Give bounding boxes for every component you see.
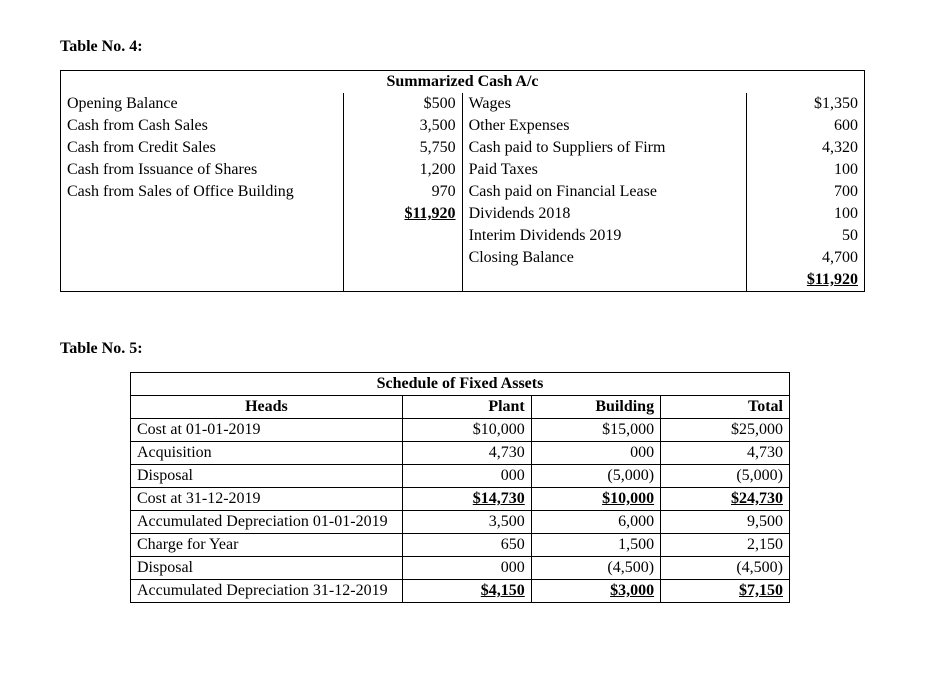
t4-right-label: Closing Balance [462, 247, 746, 269]
t5-col-total: Total [661, 396, 790, 419]
t5-row-building: $15,000 [531, 419, 660, 442]
t5-row-plant: 000 [402, 465, 531, 488]
t5-row-head: Cost at 01-01-2019 [131, 419, 403, 442]
t4-left-label: Opening Balance [61, 93, 344, 115]
table5-title: Schedule of Fixed Assets [131, 373, 790, 396]
t5-row-total: 4,730 [661, 442, 790, 465]
t5-row-building: (5,000) [531, 465, 660, 488]
t4-right-value: 600 [746, 115, 864, 137]
t5-row-head: Disposal [131, 557, 403, 580]
t5-row-plant: 4,730 [402, 442, 531, 465]
t4-left-value: 970 [344, 181, 462, 203]
t4-right-label: Dividends 2018 [462, 203, 746, 225]
t4-right-value: 4,700 [746, 247, 864, 269]
t5-row-head: Cost at 31-12-2019 [131, 488, 403, 511]
t4-empty [344, 269, 462, 292]
t5-row-building: $10,000 [531, 488, 660, 511]
t5-row-head: Charge for Year [131, 534, 403, 557]
t5-col-building: Building [531, 396, 660, 419]
t5-row-building: 6,000 [531, 511, 660, 534]
table5: Schedule of Fixed Assets Heads Plant Bui… [130, 372, 790, 603]
t5-row-total: 9,500 [661, 511, 790, 534]
t4-right-value: $1,350 [746, 93, 864, 115]
t4-empty [344, 247, 462, 269]
t4-empty [61, 225, 344, 247]
t4-right-label: Wages [462, 93, 746, 115]
t4-right-label: Cash paid on Financial Lease [462, 181, 746, 203]
t4-left-label: Cash from Issuance of Shares [61, 159, 344, 181]
t4-left-label: Cash from Cash Sales [61, 115, 344, 137]
t5-row-total: 2,150 [661, 534, 790, 557]
table5-caption: Table No. 5: [60, 340, 865, 358]
t5-row-plant: 000 [402, 557, 531, 580]
t4-right-label: Paid Taxes [462, 159, 746, 181]
t4-left-value: 5,750 [344, 137, 462, 159]
t5-row-plant: $14,730 [402, 488, 531, 511]
t5-row-head: Accumulated Depreciation 31-12-2019 [131, 580, 403, 603]
t4-left-value: 1,200 [344, 159, 462, 181]
t5-row-total: $25,000 [661, 419, 790, 442]
table4-caption: Table No. 4: [60, 38, 865, 56]
t5-row-plant: 650 [402, 534, 531, 557]
t4-left-total: $11,920 [344, 203, 462, 225]
table4-title: Summarized Cash A/c [61, 71, 865, 94]
t5-row-total: (4,500) [661, 557, 790, 580]
t5-row-head: Disposal [131, 465, 403, 488]
t4-right-value: 700 [746, 181, 864, 203]
t5-row-building: 1,500 [531, 534, 660, 557]
t4-left-value: 3,500 [344, 115, 462, 137]
t5-row-total: (5,000) [661, 465, 790, 488]
t4-left-label: Cash from Credit Sales [61, 137, 344, 159]
t5-row-plant: $10,000 [402, 419, 531, 442]
table4: Summarized Cash A/c Opening Balance $500… [60, 70, 865, 292]
t4-empty [61, 203, 344, 225]
t4-right-value: 100 [746, 159, 864, 181]
t5-row-total: $7,150 [661, 580, 790, 603]
t5-row-head: Accumulated Depreciation 01-01-2019 [131, 511, 403, 534]
t5-row-plant: 3,500 [402, 511, 531, 534]
t4-right-total: $11,920 [746, 269, 864, 292]
t4-empty [61, 269, 344, 292]
t4-empty [462, 269, 746, 292]
t4-right-label: Cash paid to Suppliers of Firm [462, 137, 746, 159]
t5-row-head: Acquisition [131, 442, 403, 465]
t4-left-value: $500 [344, 93, 462, 115]
t4-empty [344, 225, 462, 247]
t5-row-plant: $4,150 [402, 580, 531, 603]
t4-right-label: Interim Dividends 2019 [462, 225, 746, 247]
t5-row-building: (4,500) [531, 557, 660, 580]
t5-row-total: $24,730 [661, 488, 790, 511]
t4-right-value: 100 [746, 203, 864, 225]
t5-col-heads: Heads [131, 396, 403, 419]
t4-right-label: Other Expenses [462, 115, 746, 137]
t5-row-building: 000 [531, 442, 660, 465]
t4-left-label: Cash from Sales of Office Building [61, 181, 344, 203]
t4-right-value: 50 [746, 225, 864, 247]
t5-row-building: $3,000 [531, 580, 660, 603]
t4-empty [61, 247, 344, 269]
t5-col-plant: Plant [402, 396, 531, 419]
t4-right-value: 4,320 [746, 137, 864, 159]
